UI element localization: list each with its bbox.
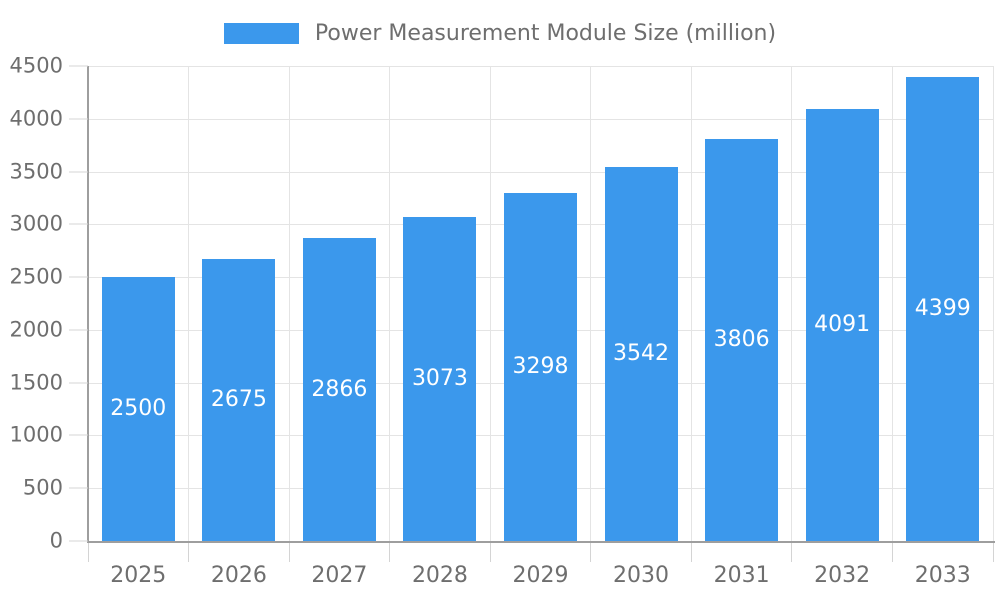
bar-2031: 3806 — [705, 139, 779, 541]
y-axis-tick-label: 1500 — [9, 370, 63, 395]
bar-value-label: 2500 — [110, 396, 167, 422]
v-gridline — [188, 66, 190, 541]
y-axis-tick-label: 3000 — [9, 211, 63, 236]
bar-value-label: 3542 — [613, 341, 670, 367]
x-axis-tick — [891, 543, 893, 562]
x-axis-tick — [992, 543, 994, 562]
bar-value-label: 3298 — [512, 353, 569, 379]
v-gridline — [690, 66, 692, 541]
x-axis-tick — [389, 543, 391, 562]
y-axis-tick — [69, 118, 88, 120]
bar-value-label: 4091 — [814, 312, 871, 338]
x-axis-tick-label: 2033 — [914, 563, 971, 588]
bar-value-label: 2675 — [210, 386, 267, 412]
y-axis-tick-label: 2000 — [9, 317, 63, 342]
x-axis-tick — [288, 543, 290, 562]
y-axis-tick — [69, 65, 88, 67]
x-axis-tick-label: 2032 — [814, 563, 871, 588]
bar-value-label: 3073 — [411, 365, 468, 391]
x-axis-tick-label: 2025 — [110, 563, 167, 588]
x-axis-tick-label: 2031 — [713, 563, 770, 588]
bar-2026: 2675 — [202, 258, 276, 541]
bar-value-label: 3806 — [713, 327, 770, 353]
y-axis-tick-label: 2500 — [9, 264, 63, 289]
v-gridline — [288, 66, 290, 541]
x-axis-tick-label: 2030 — [613, 563, 670, 588]
v-gridline — [791, 66, 793, 541]
x-axis-tick — [489, 543, 491, 562]
plot-area: 2500 2675 2866 3073 3298 3542 3806 4091 4399 — [88, 66, 994, 541]
v-gridline — [489, 66, 491, 541]
y-axis-tick-label: 0 — [49, 528, 63, 553]
bar-2033: 4399 — [906, 76, 980, 541]
y-axis-tick-label: 4500 — [9, 53, 63, 78]
bar-2029: 3298 — [504, 192, 577, 541]
bar-value-label: 4399 — [914, 295, 971, 321]
legend[interactable]: Power Measurement Module Size (million) — [0, 21, 1000, 46]
bar-2030: 3542 — [604, 167, 678, 541]
legend-swatch-icon — [223, 23, 299, 44]
x-axis-tick — [690, 543, 692, 562]
y-axis-tick — [69, 329, 88, 331]
bar-2027: 2866 — [302, 238, 376, 541]
y-axis-line — [87, 66, 89, 543]
v-gridline — [590, 66, 592, 541]
y-axis-tick-label: 500 — [22, 475, 63, 500]
y-axis-tick-label: 3500 — [9, 159, 63, 184]
x-axis-tick — [87, 543, 89, 562]
x-axis-line — [87, 541, 995, 543]
v-gridline — [891, 66, 893, 541]
y-axis-tick — [69, 382, 88, 384]
y-axis-tick — [69, 276, 88, 278]
y-axis-tick — [69, 540, 88, 542]
x-axis-tick-label: 2027 — [311, 563, 368, 588]
x-axis-tick-label: 2026 — [210, 563, 267, 588]
h-gridline — [88, 171, 993, 173]
x-axis-tick — [791, 543, 793, 562]
y-axis-tick — [69, 223, 88, 225]
legend-label: Power Measurement Module Size (million) — [314, 21, 777, 46]
bar-2032: 4091 — [805, 109, 879, 541]
x-axis-tick-label: 2028 — [411, 563, 468, 588]
y-axis-tick-label: 4000 — [9, 106, 63, 131]
x-axis-tick-label: 2029 — [512, 563, 569, 588]
y-axis-tick — [69, 171, 88, 173]
v-gridline — [992, 66, 994, 541]
h-gridline — [88, 118, 993, 120]
y-axis-tick — [69, 434, 88, 436]
y-axis-tick — [69, 487, 88, 489]
h-gridline — [88, 66, 993, 67]
v-gridline — [389, 66, 391, 541]
bar-2028: 3073 — [403, 216, 477, 541]
x-axis-tick — [188, 543, 190, 562]
bar-value-label: 2866 — [311, 376, 368, 402]
y-axis-tick-label: 1000 — [9, 422, 63, 447]
bar-2025: 2500 — [101, 277, 175, 541]
x-axis-tick — [590, 543, 592, 562]
